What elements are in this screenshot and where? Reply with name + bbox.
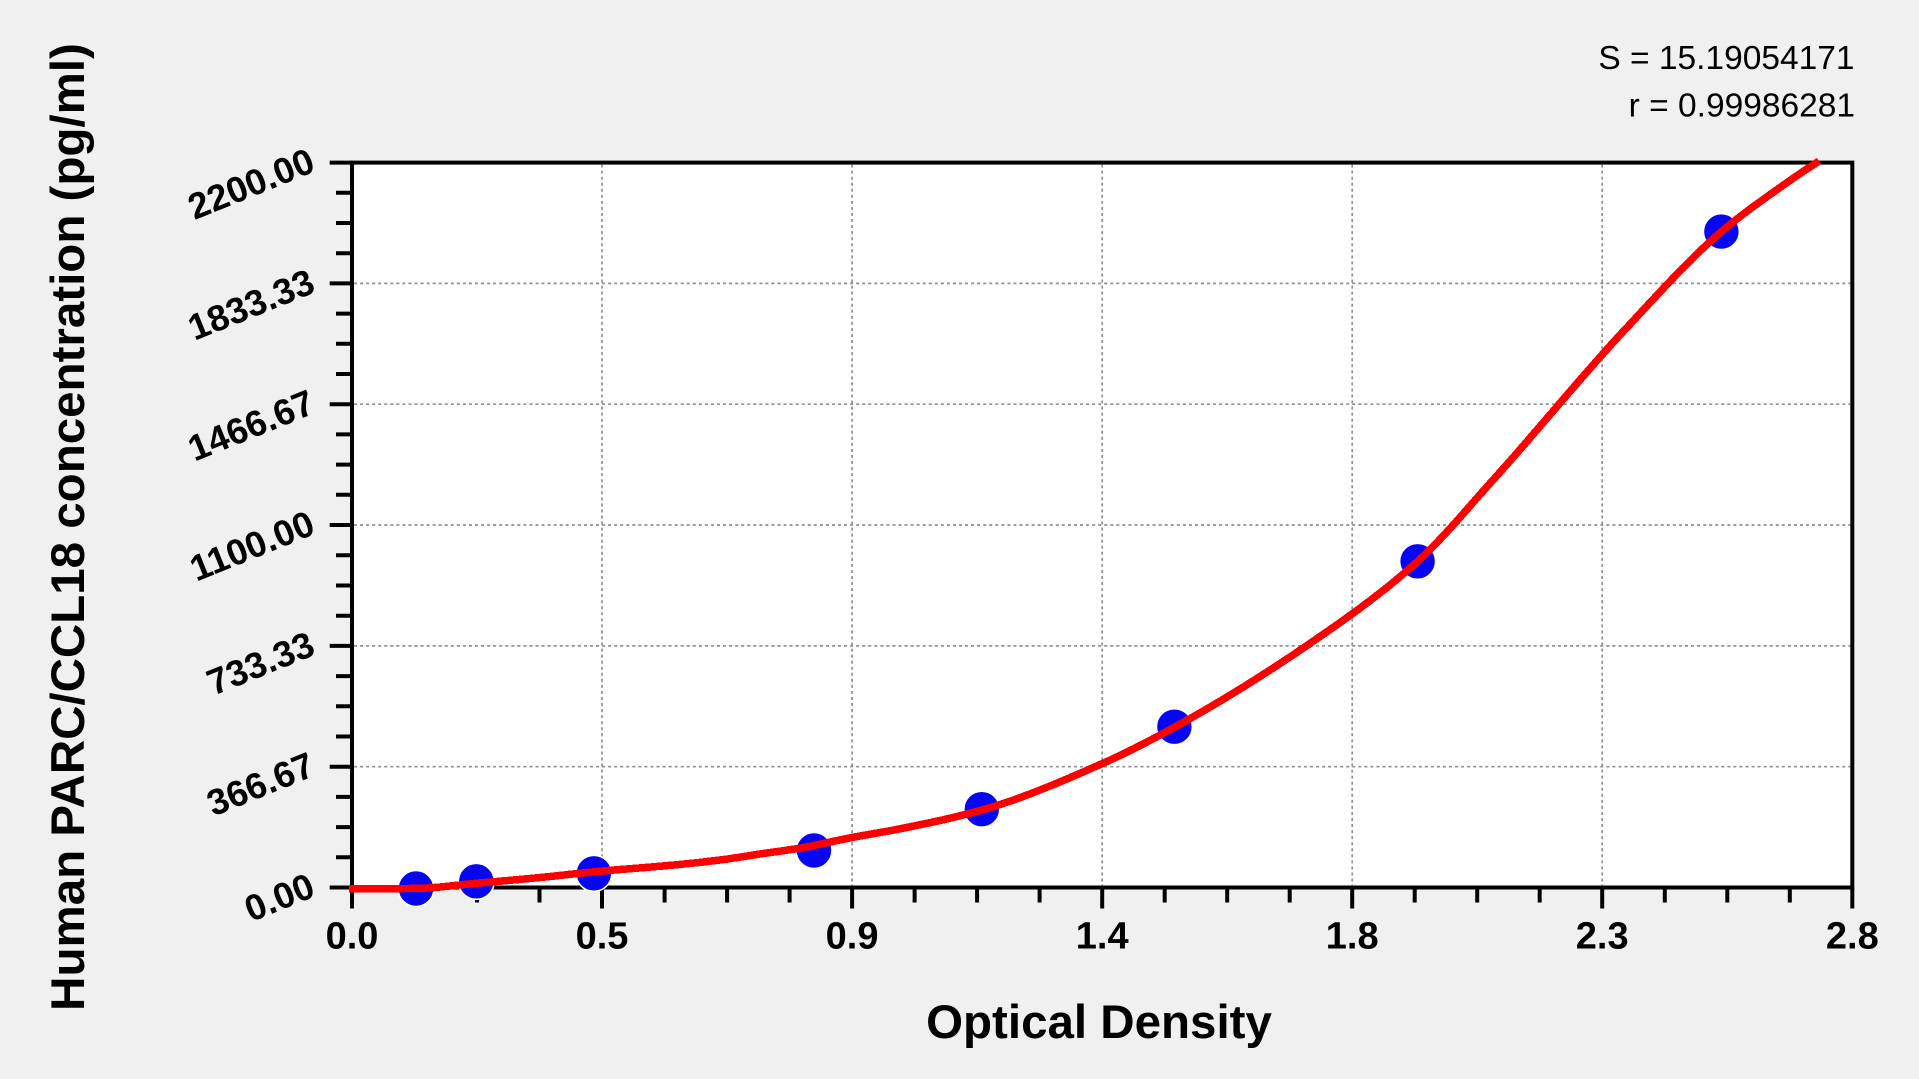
svg-text:733.33: 733.33: [201, 623, 320, 703]
svg-text:r = 0.99986281: r = 0.99986281: [1629, 87, 1855, 124]
svg-text:Optical Density: Optical Density: [926, 996, 1272, 1049]
svg-text:2200.00: 2200.00: [182, 140, 320, 227]
svg-text:0.00: 0.00: [239, 865, 320, 930]
svg-text:0.9: 0.9: [826, 916, 879, 958]
svg-text:1100.00: 1100.00: [184, 503, 320, 590]
svg-text:366.67: 366.67: [201, 744, 320, 824]
svg-text:1.4: 1.4: [1076, 916, 1129, 958]
svg-text:S = 15.19054171: S = 15.19054171: [1598, 40, 1854, 77]
svg-text:0.5: 0.5: [576, 916, 629, 958]
svg-text:1833.33: 1833.33: [182, 261, 320, 348]
svg-text:0.0: 0.0: [326, 916, 379, 958]
svg-text:2.3: 2.3: [1576, 916, 1629, 958]
svg-text:2.8: 2.8: [1826, 916, 1879, 958]
svg-text:Human PARC/CCL18 concentration: Human PARC/CCL18 concentration (pg/ml): [42, 43, 95, 1011]
svg-text:1.8: 1.8: [1326, 916, 1379, 958]
svg-text:1466.67: 1466.67: [182, 382, 320, 469]
